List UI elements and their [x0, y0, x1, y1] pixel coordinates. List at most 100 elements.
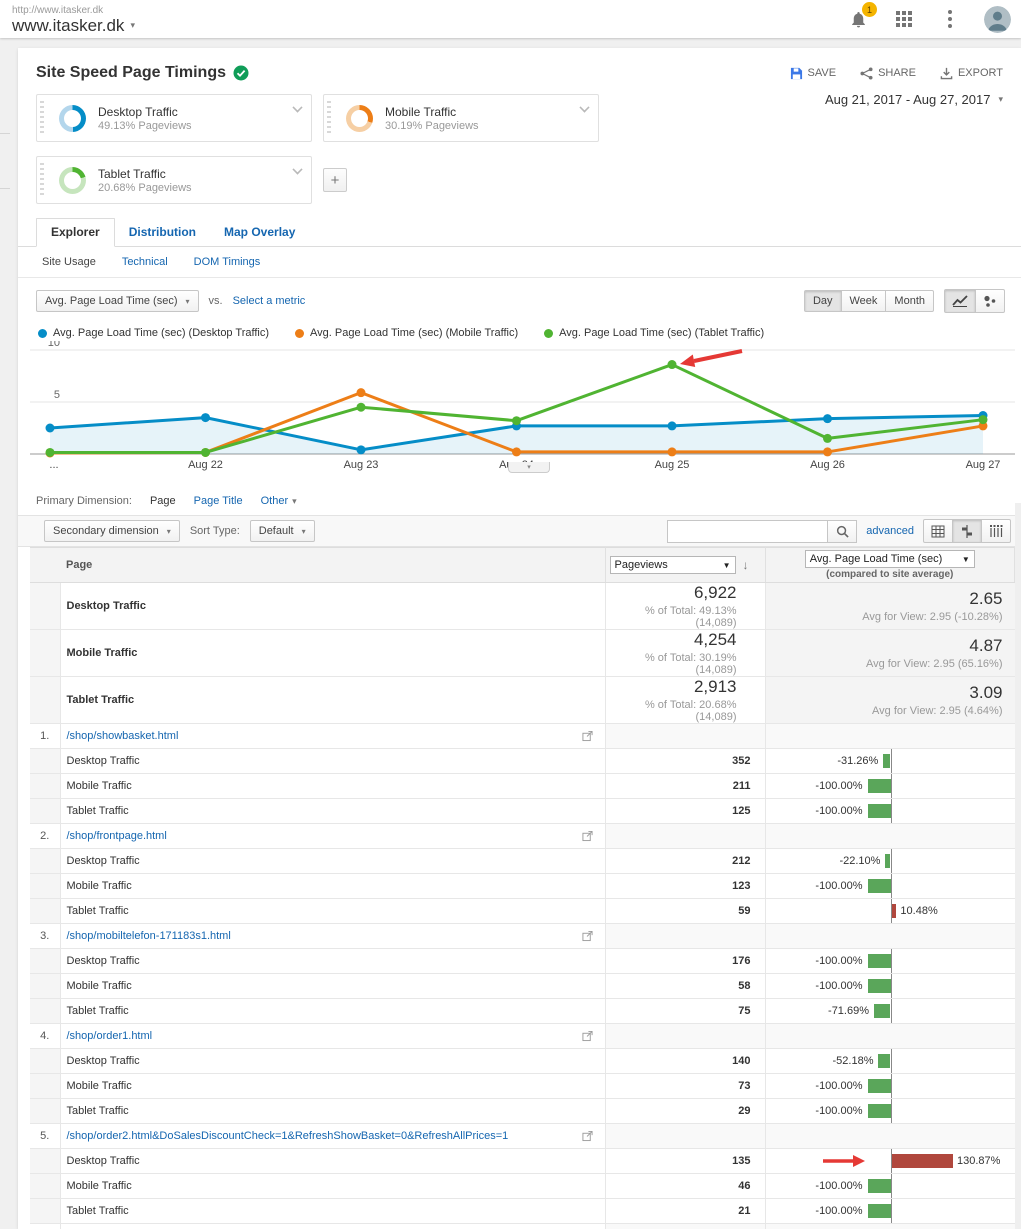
granularity-month-button[interactable]: Month — [885, 290, 934, 312]
avg-load-time-column-dropdown[interactable]: Avg. Page Load Time (sec) ▼ — [804, 550, 975, 568]
date-range-selector[interactable]: Aug 21, 2017 - Aug 27, 2017 ▾ — [824, 92, 1003, 107]
comparison-percent-label: -100.00% — [815, 980, 863, 992]
segment-label: Mobile Traffic — [60, 873, 606, 899]
drag-handle-icon[interactable] — [40, 101, 44, 135]
summary-segment-label: Desktop Traffic — [60, 582, 606, 630]
tab-map-overlay[interactable]: Map Overlay — [224, 225, 296, 239]
page-url-link[interactable]: /shop/showbasket.html — [66, 730, 179, 742]
metric-dropdown[interactable]: Avg. Page Load Time (sec) ▾ — [36, 290, 199, 312]
vs-label: vs. — [208, 295, 223, 307]
chevron-down-icon[interactable] — [292, 102, 303, 113]
annotations-toggle[interactable]: ▾ — [508, 462, 550, 473]
subtab-site-usage[interactable]: Site Usage — [42, 256, 96, 268]
property-url: http://www.itasker.dk — [12, 4, 104, 16]
dimension-option-page-title[interactable]: Page Title — [193, 495, 243, 507]
summary-avg-note: Avg for View: 2.95 (4.64%) — [872, 705, 1003, 717]
sort-descending-icon[interactable]: ↓ — [742, 558, 749, 572]
open-in-new-icon[interactable] — [581, 1030, 593, 1042]
comparison-bar — [867, 804, 891, 818]
user-photo-icon — [984, 5, 1011, 33]
page-group-row: 5. /shop/order2.html&DoSalesDiscountCheck… — [30, 1123, 1015, 1149]
subtab-dom-timings[interactable]: DOM Timings — [193, 256, 261, 268]
pageviews-value: 123 — [605, 873, 766, 899]
apps-button[interactable] — [892, 7, 916, 31]
segment-card-desktop-traffic[interactable]: Desktop Traffic 49.13% Pageviews — [36, 94, 312, 142]
summary-row: Tablet Traffic 2,913 % of Total: 20.68% (1… — [30, 676, 1015, 724]
comparison-percent-label: -71.69% — [828, 1005, 870, 1017]
table-search-input[interactable] — [667, 519, 828, 543]
sort-type-dropdown[interactable]: Default ▾ — [249, 520, 315, 542]
comparison-percent-label: -22.10% — [839, 855, 881, 867]
download-icon — [940, 67, 953, 79]
svg-text:10: 10 — [48, 341, 60, 349]
motion-chart-view-button[interactable] — [975, 289, 1005, 313]
secondary-dimension-dropdown[interactable]: Secondary dimension ▾ — [44, 520, 180, 542]
pageviews-value: 352 — [605, 748, 766, 774]
page-group-row: 4. /shop/order1.html — [30, 1023, 1015, 1049]
save-button[interactable]: SAVE — [790, 67, 836, 80]
scrollbar-track[interactable] — [1015, 503, 1021, 1229]
overflow-menu-button[interactable] — [938, 7, 962, 31]
open-in-new-icon[interactable] — [581, 930, 593, 942]
comparison-view-button[interactable] — [952, 519, 982, 543]
comparison-bar — [878, 1054, 891, 1068]
column-header-page[interactable]: Page — [60, 547, 606, 583]
apps-grid-icon — [896, 11, 912, 27]
account-selector[interactable]: http://www.itasker.dk www.itasker.dk ▾ — [12, 3, 135, 36]
drag-handle-icon[interactable] — [327, 101, 331, 135]
segment-detail-row: Tablet Traffic 125 -100.00% — [30, 798, 1015, 824]
open-in-new-icon[interactable] — [581, 830, 593, 842]
add-segment-button[interactable]: + — [323, 168, 347, 192]
page-url-link[interactable]: /shop/mobiltelefon-171183s1.html — [66, 930, 231, 942]
select-metric-link[interactable]: Select a metric — [232, 295, 306, 307]
page-url-link[interactable]: /shop/order2.html&DoSalesDiscountCheck=1… — [66, 1130, 509, 1142]
row-index: 5. — [30, 1123, 61, 1149]
pageviews-value: 212 — [605, 848, 766, 874]
table-control-bar: Secondary dimension ▾ Sort Type: Default… — [18, 515, 1021, 547]
subtab-technical[interactable]: Technical — [121, 256, 168, 268]
comparison-bar — [883, 754, 891, 768]
comparison-baseline — [890, 874, 892, 898]
notifications-button[interactable]: 1 — [846, 2, 877, 31]
svg-text:5: 5 — [54, 389, 60, 401]
comparison-bar — [891, 1154, 953, 1168]
tab-explorer[interactable]: Explorer — [36, 218, 115, 247]
dimension-option-other[interactable]: Other ▾ — [260, 495, 297, 507]
segment-card-tablet-traffic[interactable]: Tablet Traffic 20.68% Pageviews — [36, 156, 312, 204]
segment-label: Tablet Traffic — [60, 798, 606, 824]
vertical-dots-icon — [948, 10, 952, 28]
tab-distribution[interactable]: Distribution — [128, 225, 197, 239]
page-url-link[interactable]: /shop/order1.html — [66, 1030, 153, 1042]
drag-handle-icon[interactable] — [40, 163, 44, 197]
advanced-filter-link[interactable]: advanced — [866, 525, 914, 537]
open-in-new-icon[interactable] — [581, 1130, 593, 1142]
open-in-new-icon[interactable] — [581, 730, 593, 742]
export-button[interactable]: EXPORT — [940, 67, 1003, 80]
segment-name: Desktop Traffic — [98, 104, 178, 119]
comparison-percent-label: -100.00% — [815, 955, 863, 967]
segment-subtitle: 20.68% Pageviews — [98, 181, 192, 194]
legend-label: Avg. Page Load Time (sec) (Tablet Traffi… — [559, 327, 765, 339]
dimension-option-page[interactable]: Page — [149, 495, 176, 507]
svg-text:Aug 25: Aug 25 — [655, 459, 690, 471]
table-view-button[interactable] — [923, 519, 953, 543]
comparison-bar — [867, 954, 891, 968]
legend-dot-icon — [38, 328, 47, 338]
segment-card-mobile-traffic[interactable]: Mobile Traffic 30.19% Pageviews — [323, 94, 599, 142]
pivot-view-button[interactable] — [981, 519, 1011, 543]
share-button[interactable]: SHARE — [860, 66, 916, 80]
page-group-row: 1. /shop/showbasket.html — [30, 723, 1015, 749]
summary-avg-value: 2.65 — [969, 589, 1003, 608]
chevron-down-icon[interactable] — [579, 102, 590, 113]
avatar[interactable] — [984, 5, 1011, 33]
comparison-percent-label: -100.00% — [815, 1205, 863, 1217]
line-chart-view-button[interactable] — [944, 289, 976, 313]
granularity-week-button[interactable]: Week — [840, 290, 887, 312]
row-index: 6. — [30, 1223, 61, 1229]
granularity-day-button[interactable]: Day — [803, 290, 842, 312]
chevron-down-icon[interactable] — [292, 164, 303, 175]
search-button[interactable] — [827, 519, 858, 543]
page-url-link[interactable]: /shop/frontpage.html — [66, 830, 167, 842]
pageviews-column-dropdown[interactable]: Pageviews ▼ — [609, 556, 736, 574]
